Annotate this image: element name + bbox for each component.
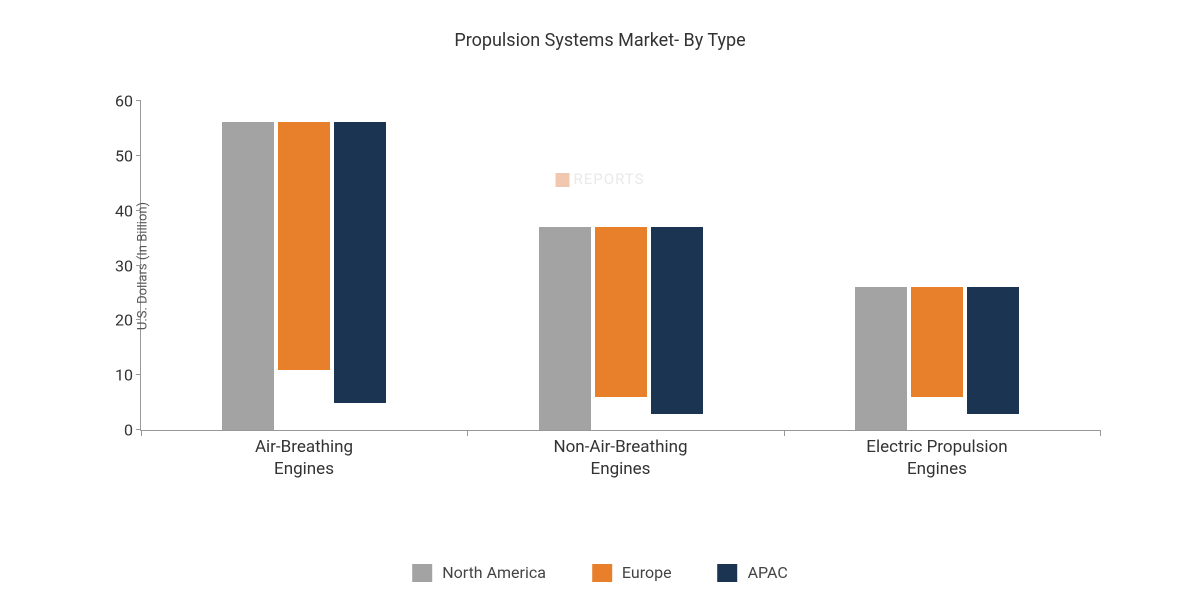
legend-swatch	[718, 564, 738, 582]
y-tick-mark	[136, 210, 141, 211]
x-axis-label: Air-BreathingEngines	[255, 436, 353, 480]
legend-label: APAC	[748, 563, 788, 582]
bar	[651, 227, 703, 414]
legend-item: APAC	[718, 563, 788, 582]
y-tick-mark	[136, 100, 141, 101]
bar-group	[539, 227, 703, 431]
bar	[222, 122, 274, 430]
x-tick-mark	[1100, 430, 1101, 436]
bar	[539, 227, 591, 431]
y-tick-label: 50	[103, 146, 133, 165]
y-tick-mark	[136, 319, 141, 320]
chart-container: Propulsion Systems Market- By Type REPOR…	[60, 20, 1140, 590]
bar-group	[855, 287, 1019, 430]
y-tick-label: 30	[103, 256, 133, 275]
y-tick-label: 0	[103, 421, 133, 440]
bar-group	[222, 122, 386, 430]
chart-title: Propulsion Systems Market- By Type	[60, 20, 1140, 51]
x-axis-label: Non-Air-BreathingEngines	[553, 436, 687, 480]
legend-swatch	[592, 564, 612, 582]
plot-area: U.S. Dollars (In Billion) 0102030405060 …	[140, 101, 1100, 431]
bar	[967, 287, 1019, 414]
x-axis-label: Electric PropulsionEngines	[866, 436, 1007, 480]
legend: North America Europe APAC	[412, 563, 788, 582]
bar	[911, 287, 963, 397]
y-axis-label: U.S. Dollars (In Billion)	[136, 201, 151, 329]
x-tick-mark	[141, 430, 142, 436]
y-tick-label: 10	[103, 366, 133, 385]
y-tick-mark	[136, 155, 141, 156]
legend-item: Europe	[592, 563, 672, 582]
y-tick-mark	[136, 265, 141, 266]
legend-item: North America	[412, 563, 546, 582]
bar	[595, 227, 647, 398]
bar	[855, 287, 907, 430]
y-tick-label: 60	[103, 92, 133, 111]
x-tick-mark	[784, 430, 785, 436]
y-tick-label: 40	[103, 201, 133, 220]
y-tick-mark	[136, 374, 141, 375]
bar	[334, 122, 386, 403]
x-tick-mark	[467, 430, 468, 436]
bar	[278, 122, 330, 370]
y-tick-label: 20	[103, 311, 133, 330]
legend-swatch	[412, 564, 432, 582]
legend-label: Europe	[622, 563, 672, 582]
legend-label: North America	[442, 563, 546, 582]
